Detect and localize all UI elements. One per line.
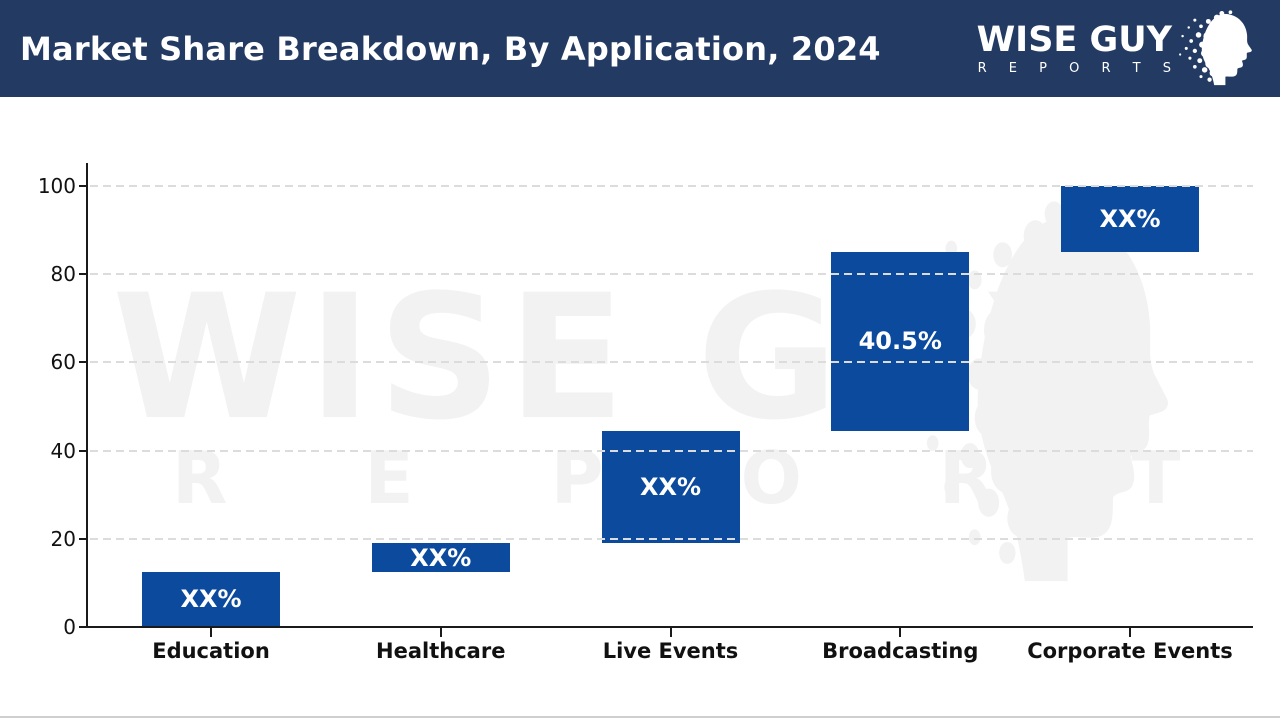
y-axis-tick — [79, 449, 88, 452]
x-axis-category-label: Broadcasting — [822, 639, 979, 663]
logo-text: WISE GUY R E P O R T S — [976, 19, 1172, 75]
y-axis-tick-label: 60 — [50, 350, 76, 375]
y-axis-line — [86, 163, 88, 628]
y-axis-tick-label: 100 — [37, 174, 76, 198]
x-axis-category-label: Education — [152, 639, 270, 663]
gridline-y100 — [90, 185, 1253, 187]
watermark-face-profile-icon — [891, 198, 1168, 582]
x-axis-tick — [1129, 628, 1131, 637]
x-axis-category-label: Corporate Events — [1027, 639, 1233, 663]
bar-value-label: XX% — [639, 472, 702, 501]
bar-live-events — [601, 430, 740, 544]
gridline-y40 — [90, 449, 1253, 452]
x-axis-tick — [899, 628, 902, 637]
logo-reports-text: R E P O R T S — [977, 60, 1180, 76]
x-axis-tick — [439, 628, 442, 637]
bar-corporate-events — [1061, 186, 1199, 253]
x-axis-line — [86, 626, 1253, 628]
wise-guy-reports-logo: WISE GUY R E P O R T S — [977, 9, 1266, 89]
y-axis-tick — [79, 273, 88, 276]
y-axis-tick — [79, 626, 88, 628]
x-axis-tick — [210, 628, 212, 637]
x-axis-category-label: Healthcare — [376, 639, 506, 663]
y-axis-tick-label: 20 — [50, 526, 76, 551]
page-title: Market Share Breakdown, By Application, … — [20, 29, 881, 68]
y-axis-tick-label: 0 — [63, 615, 76, 639]
bar-value-label: XX% — [1099, 205, 1161, 234]
gridline-y80 — [90, 273, 1253, 276]
x-axis-tick — [669, 628, 672, 637]
logo-wordmark: WISE GUY — [976, 19, 1172, 60]
watermark-reports-text: R E P O R T S — [172, 436, 1280, 520]
bar-broadcasting — [831, 252, 970, 431]
y-axis-tick-label: 40 — [50, 438, 76, 463]
bar-value-label: XX% — [410, 543, 472, 572]
bar-value-label: 40.5% — [858, 327, 942, 356]
watermark-wordmark: WISE GUY — [112, 257, 1121, 458]
y-axis-tick — [79, 185, 88, 187]
bar-healthcare — [371, 543, 510, 572]
bar-value-label: XX% — [180, 585, 242, 614]
y-axis-tick — [79, 537, 88, 540]
logo-face-profile-icon — [1179, 9, 1252, 85]
bar-education — [142, 571, 280, 627]
bottom-divider-line — [0, 716, 1280, 718]
header-bar: Market Share Breakdown, By Application, … — [0, 0, 1280, 97]
y-axis-tick-label: 80 — [50, 262, 76, 287]
x-axis-category-label: Live Events — [602, 639, 739, 663]
gridline-y20 — [90, 537, 1253, 540]
y-axis-tick — [79, 361, 88, 364]
gridline-y60 — [90, 361, 1253, 364]
